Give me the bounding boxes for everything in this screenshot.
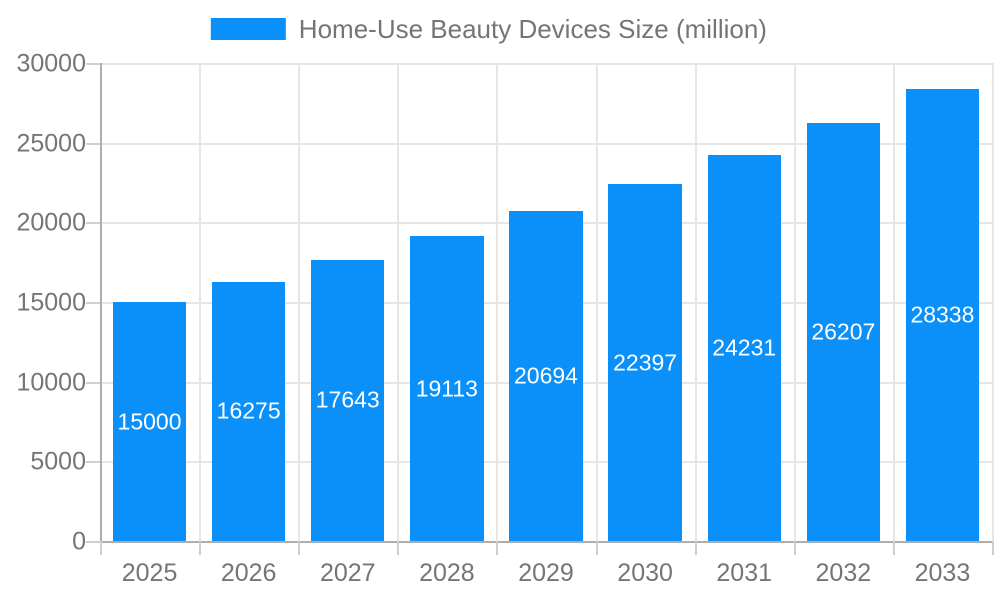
bar-value-label: 24231	[712, 334, 777, 361]
gridline-horizontal	[100, 63, 992, 65]
bar-value-label: 20694	[514, 362, 578, 389]
gridline-vertical	[892, 63, 895, 541]
y-axis-line	[100, 63, 102, 555]
bar-2025[interactable]: 15000	[112, 302, 187, 541]
x-axis-line	[86, 541, 994, 543]
y-axis-tick-label: 25000	[16, 129, 86, 158]
bar-value-label: 22397	[613, 349, 678, 376]
x-axis-tick-label: 2032	[815, 559, 872, 587]
x-axis-tick	[397, 541, 400, 555]
x-axis-tick-label: 2026	[220, 559, 277, 587]
x-axis-tick	[992, 541, 994, 555]
x-axis-tick	[595, 541, 598, 555]
bar-2031[interactable]: 24231	[707, 154, 781, 541]
bar-value-label: 19113	[415, 375, 478, 402]
y-axis-tick-label: 0	[72, 527, 86, 556]
x-axis-tick-label: 2031	[716, 559, 773, 587]
y-axis-tick	[86, 461, 100, 464]
gridline-vertical	[496, 63, 499, 541]
gridline-vertical	[397, 63, 400, 541]
bar-2028[interactable]: 19113	[410, 236, 484, 541]
plot-area: 15000 16275 17643 19113 20694 22397 24231 26207…	[100, 63, 994, 541]
bar-value-label: 15000	[117, 408, 182, 434]
gridline-vertical	[992, 63, 994, 541]
y-axis-tick-label: 10000	[16, 368, 86, 397]
x-axis-tick-label: 2028	[419, 559, 475, 587]
x-axis-tick-label: 2030	[617, 559, 673, 587]
x-axis-tick	[892, 541, 895, 555]
x-axis-tick-label: 2025	[121, 559, 178, 587]
legend-swatch	[210, 18, 286, 40]
y-axis-tick	[86, 302, 100, 304]
gridline-vertical	[298, 63, 301, 541]
x-axis-tick	[298, 541, 301, 555]
y-axis-tick	[86, 381, 100, 384]
x-axis-tick	[793, 541, 796, 555]
x-axis-tick	[496, 541, 499, 555]
y-axis-tick-label: 15000	[16, 288, 86, 317]
x-axis-tick-label: 2027	[319, 559, 376, 587]
bar-2032[interactable]: 26207	[806, 123, 880, 541]
y-axis-tick	[86, 142, 100, 145]
bar-2030[interactable]: 22397	[608, 184, 682, 541]
gridline-vertical	[694, 63, 697, 541]
bar-2027[interactable]: 17643	[311, 259, 385, 541]
x-axis-tick	[100, 541, 102, 555]
y-axis-tick	[86, 63, 100, 65]
gridline-vertical	[199, 63, 202, 541]
y-axis-tick	[86, 541, 100, 543]
bar-2033[interactable]: 28338	[905, 89, 980, 541]
bar-value-label: 16275	[216, 397, 281, 424]
bar-value-label: 26207	[811, 318, 876, 345]
gridline-vertical	[793, 63, 796, 541]
bar-value-label: 28338	[910, 301, 975, 328]
bar-2029[interactable]: 20694	[509, 211, 583, 541]
gridline-vertical	[595, 63, 598, 541]
bar-value-label: 17643	[315, 386, 380, 413]
y-axis-tick	[86, 222, 100, 225]
x-axis-tick	[199, 541, 202, 555]
x-axis-tick-label: 2029	[518, 559, 574, 587]
legend-item[interactable]: Home-Use Beauty Devices Size (million)	[210, 14, 767, 44]
gridline-horizontal	[100, 142, 992, 145]
y-axis-tick-label: 5000	[30, 447, 86, 476]
x-axis-tick	[694, 541, 697, 555]
x-axis-tick-label: 2033	[914, 559, 971, 587]
y-axis-tick-label: 30000	[16, 49, 86, 78]
y-axis-tick-label: 20000	[16, 208, 86, 237]
legend-label: Home-Use Beauty Devices Size (million)	[298, 14, 767, 44]
bar-2026[interactable]: 16275	[211, 281, 286, 541]
